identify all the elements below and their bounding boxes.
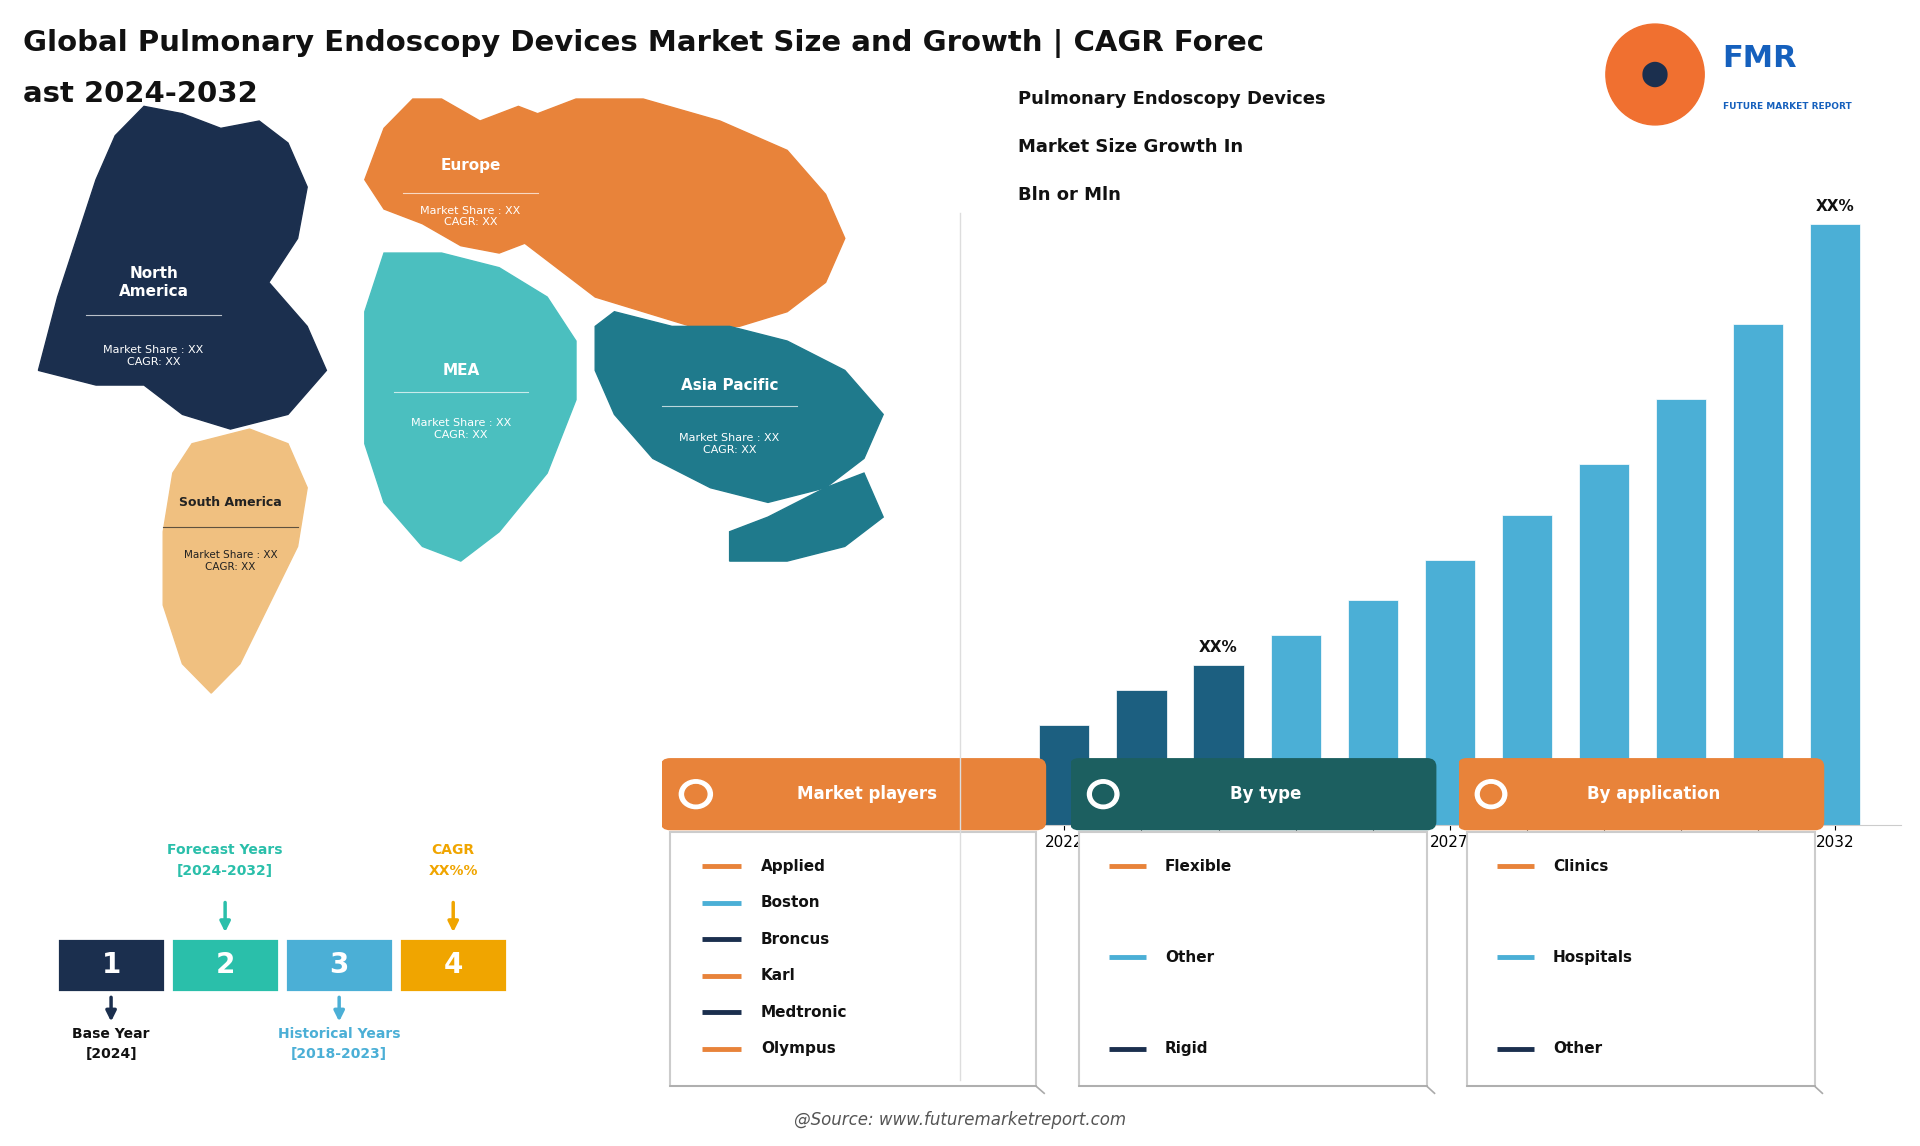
Text: Flexible: Flexible (1165, 858, 1233, 874)
FancyBboxPatch shape (670, 832, 1037, 1086)
Text: Market Share : XX
CAGR: XX: Market Share : XX CAGR: XX (411, 418, 511, 440)
Circle shape (685, 785, 707, 803)
Circle shape (1475, 779, 1507, 809)
Bar (1732, 324, 1784, 825)
Text: South America: South America (179, 496, 282, 509)
FancyBboxPatch shape (1079, 832, 1427, 1086)
Bar (1116, 690, 1167, 825)
Text: [2024-2032]: [2024-2032] (177, 864, 273, 878)
Text: Market Share : XX
CAGR: XX: Market Share : XX CAGR: XX (680, 433, 780, 455)
Text: @Source: www.futuremarketreport.com: @Source: www.futuremarketreport.com (795, 1110, 1125, 1129)
Text: Market Share : XX
CAGR: XX: Market Share : XX CAGR: XX (104, 345, 204, 367)
Text: FUTURE MARKET REPORT: FUTURE MARKET REPORT (1722, 102, 1851, 110)
Polygon shape (38, 107, 326, 429)
Bar (1655, 399, 1705, 825)
FancyBboxPatch shape (399, 937, 507, 991)
FancyBboxPatch shape (286, 937, 394, 991)
Text: 1: 1 (102, 951, 121, 979)
Text: Bln or Mln: Bln or Mln (1018, 186, 1121, 204)
Bar (1578, 464, 1628, 825)
Bar (1271, 635, 1321, 825)
Text: Hospitals: Hospitals (1553, 950, 1632, 965)
Text: Olympus: Olympus (760, 1041, 835, 1057)
Polygon shape (365, 253, 576, 562)
Text: 3: 3 (330, 951, 349, 979)
Text: North
America: North America (119, 266, 188, 299)
Bar (1039, 725, 1089, 825)
Text: Other: Other (1165, 950, 1213, 965)
Bar (1501, 515, 1551, 825)
Text: ast 2024-2032: ast 2024-2032 (23, 80, 257, 108)
Text: XX%%: XX%% (428, 864, 478, 878)
Text: Karl: Karl (760, 968, 795, 983)
Text: 4: 4 (444, 951, 463, 979)
Circle shape (1605, 24, 1705, 125)
Text: [2018-2023]: [2018-2023] (292, 1047, 388, 1061)
Text: Medtronic: Medtronic (760, 1005, 847, 1020)
Polygon shape (163, 429, 307, 693)
FancyBboxPatch shape (1457, 759, 1824, 830)
Bar (1811, 223, 1860, 825)
FancyBboxPatch shape (1069, 759, 1436, 830)
Text: By type: By type (1231, 785, 1302, 803)
FancyBboxPatch shape (1467, 832, 1814, 1086)
Bar (1194, 665, 1244, 825)
Text: Market Share : XX
CAGR: XX: Market Share : XX CAGR: XX (184, 550, 276, 572)
Text: Applied: Applied (760, 858, 826, 874)
Text: Market Size Growth In: Market Size Growth In (1018, 138, 1244, 156)
Text: ⬤: ⬤ (1642, 62, 1668, 87)
Text: Europe: Europe (440, 157, 501, 173)
Polygon shape (365, 99, 576, 253)
Text: Clinics: Clinics (1553, 858, 1609, 874)
Text: Forecast Years: Forecast Years (167, 842, 282, 857)
Polygon shape (730, 473, 883, 562)
Polygon shape (595, 312, 883, 502)
Text: Historical Years: Historical Years (278, 1027, 401, 1041)
FancyBboxPatch shape (58, 937, 165, 991)
Text: 2: 2 (215, 951, 234, 979)
FancyBboxPatch shape (660, 759, 1046, 830)
Text: Base Year: Base Year (73, 1027, 150, 1041)
Text: CAGR: CAGR (432, 842, 474, 857)
Text: Pulmonary Endoscopy Devices: Pulmonary Endoscopy Devices (1018, 89, 1327, 108)
Text: By application: By application (1588, 785, 1720, 803)
Circle shape (1480, 785, 1501, 803)
Bar (1425, 559, 1475, 825)
Text: Asia Pacific: Asia Pacific (682, 377, 778, 393)
Text: XX%: XX% (1816, 199, 1855, 214)
Text: [2024]: [2024] (84, 1047, 136, 1061)
Circle shape (1092, 785, 1114, 803)
Text: Global Pulmonary Endoscopy Devices Market Size and Growth | CAGR Forec: Global Pulmonary Endoscopy Devices Marke… (23, 29, 1263, 57)
Text: Broncus: Broncus (760, 932, 829, 947)
Polygon shape (499, 99, 845, 327)
Text: Market players: Market players (797, 785, 937, 803)
Text: Other: Other (1553, 1041, 1601, 1057)
Text: MEA: MEA (442, 363, 480, 378)
Text: Rigid: Rigid (1165, 1041, 1208, 1057)
Circle shape (680, 779, 712, 809)
Text: XX%: XX% (1200, 641, 1238, 656)
Text: Boston: Boston (760, 895, 820, 910)
FancyBboxPatch shape (171, 937, 278, 991)
Text: Market Share : XX
CAGR: XX: Market Share : XX CAGR: XX (420, 205, 520, 227)
Bar (1348, 599, 1398, 825)
Text: FMR: FMR (1722, 45, 1797, 73)
Circle shape (1087, 779, 1119, 809)
